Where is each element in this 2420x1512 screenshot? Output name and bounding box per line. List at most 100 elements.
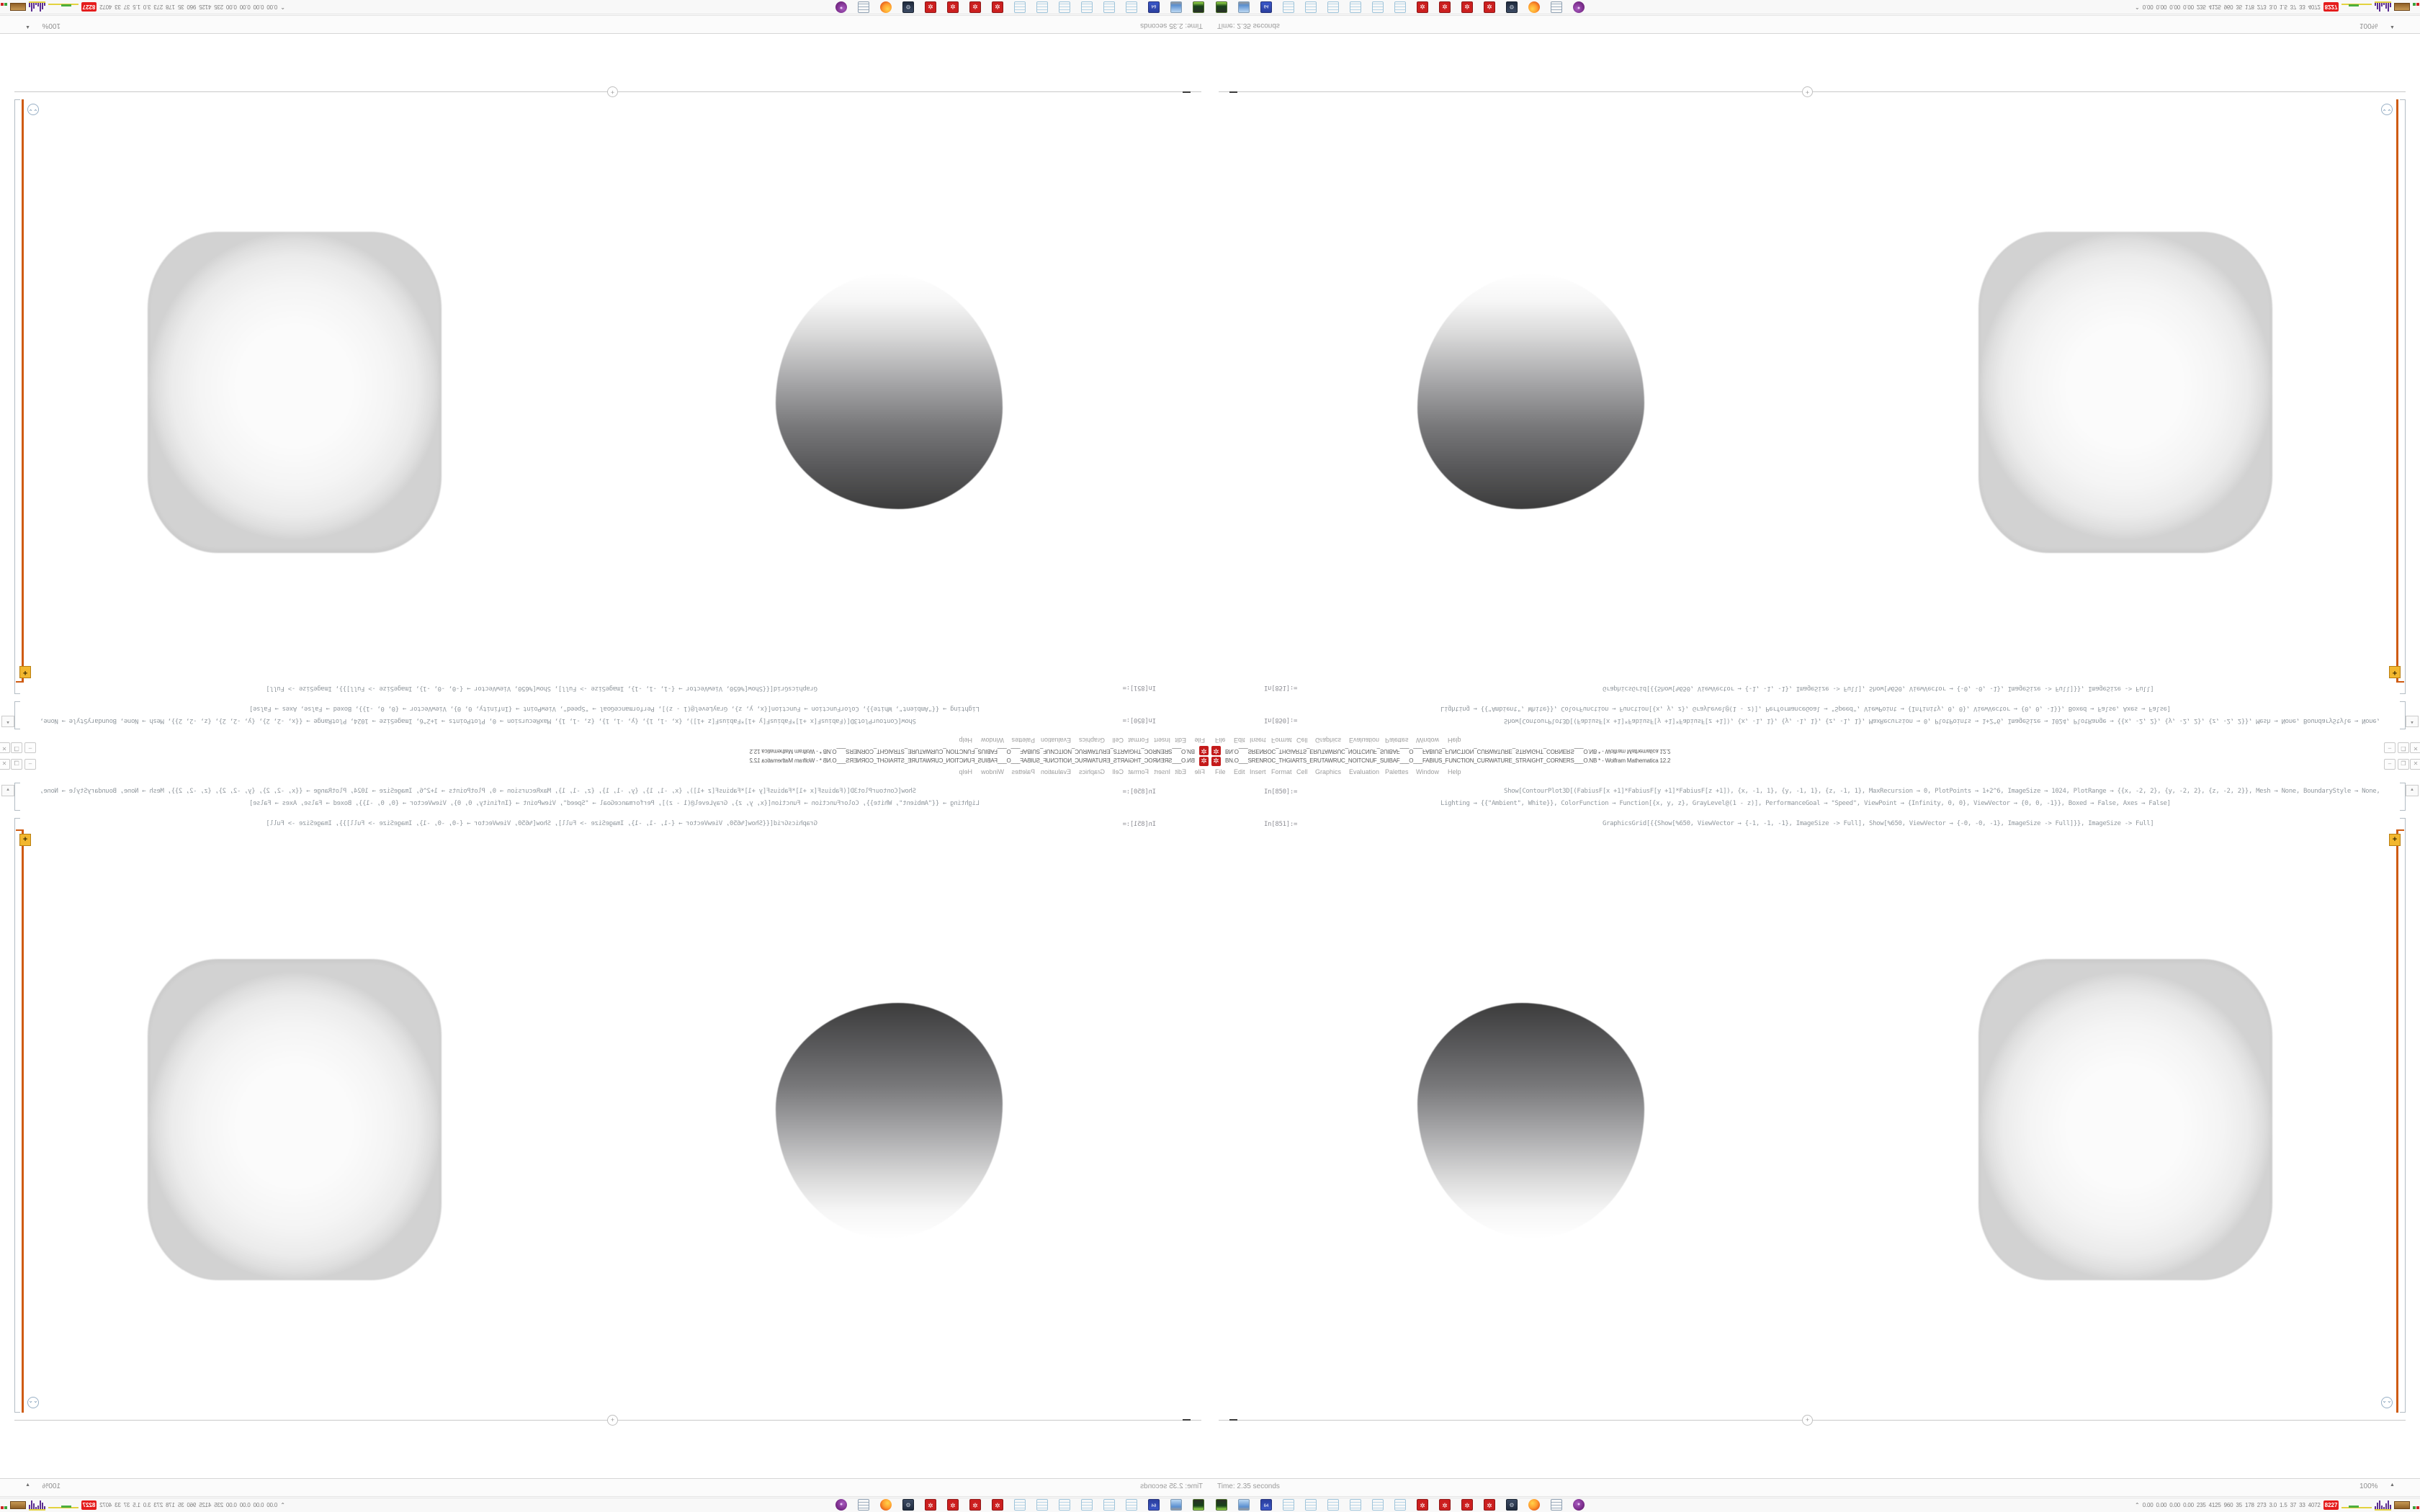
tray-cpu-graph-icon[interactable]	[28, 1499, 45, 1511]
mathematica-kernel-icon[interactable]: ✲	[1484, 1499, 1495, 1511]
tray-expander-icon[interactable]: ⌃	[280, 4, 285, 11]
restore-button[interactable]: ❐	[2398, 759, 2409, 770]
notepad-icon[interactable]	[1059, 1, 1070, 13]
notepad-icon[interactable]	[1350, 1, 1361, 13]
close-button[interactable]: ✕	[2410, 742, 2420, 753]
close-button[interactable]: ✕	[0, 742, 10, 753]
notepad-icon[interactable]	[1081, 1499, 1093, 1511]
jump-to-end-button[interactable]: ⌄⌄	[2381, 1397, 2393, 1408]
tray-network-sparkline[interactable]	[2341, 2, 2372, 12]
window-titlebar[interactable]: ✲ BN.O___SRENROC_THGIARTS_ERUTAWRUC_NOIT…	[1210, 742, 2420, 756]
package-manager-icon[interactable]	[1216, 1499, 1227, 1511]
in851-code[interactable]: GraphicsGrid[{{Show[%650, ViewVector → {…	[266, 820, 817, 827]
mathematica-kernel-icon[interactable]: ✲	[1484, 1, 1495, 13]
expand-plus-button[interactable]: +	[19, 834, 31, 846]
purple-app-icon[interactable]: ●	[1573, 1499, 1585, 1511]
notepad-icon[interactable]	[1283, 1499, 1294, 1511]
in850-code-line1[interactable]: Show[ContourPlot3D[(FabiusF[x +1]*Fabius…	[1504, 717, 2380, 724]
tray-expander-icon[interactable]: ⌃	[2135, 1501, 2140, 1508]
close-button[interactable]: ✕	[2410, 759, 2420, 770]
computer-icon[interactable]	[1170, 1, 1182, 13]
insert-cell-plus-button[interactable]: +	[1802, 1415, 1813, 1426]
floppy-disk-icon[interactable]: 64	[1148, 1, 1160, 13]
window-titlebar[interactable]: ✲ BN.O___SRENROC_THGIARTS_ERUTAWRUC_NOIT…	[0, 756, 1210, 770]
notepad-icon[interactable]	[1126, 1, 1137, 13]
window-titlebar[interactable]: ✲ BN.O___SRENROC_THGIARTS_ERUTAWRUC_NOIT…	[0, 742, 1210, 756]
notepad-icon[interactable]	[1394, 1499, 1406, 1511]
menu-window[interactable]: Window	[980, 768, 1004, 775]
restore-button[interactable]: ❐	[11, 742, 22, 753]
notepad-icon[interactable]	[1014, 1499, 1026, 1511]
notepad-icon[interactable]	[1014, 1, 1026, 13]
menu-file[interactable]: File	[1215, 737, 1226, 744]
in850-code-line2[interactable]: Lighting → {{"Ambient", White}}, ColorFu…	[249, 800, 980, 807]
notepad-icon[interactable]	[1103, 1, 1115, 13]
magnification-control[interactable]: 100%	[42, 22, 60, 30]
tray-disk-icon[interactable]	[9, 1500, 26, 1509]
in851-code[interactable]: GraphicsGrid[{{Show[%650, ViewVector → {…	[1603, 820, 2154, 827]
menu-insert[interactable]: Insert	[1250, 768, 1266, 775]
package-manager-icon[interactable]	[1193, 1499, 1204, 1511]
magnification-control[interactable]: 100%	[2360, 22, 2378, 30]
mathematica-kernel-icon[interactable]: ✲	[1417, 1499, 1428, 1511]
computer-icon[interactable]	[1238, 1, 1250, 13]
document-scroll-icon[interactable]	[858, 1499, 869, 1511]
menu-graphics[interactable]: Graphics	[1315, 737, 1342, 744]
floppy-disk-icon[interactable]: 64	[1148, 1499, 1160, 1511]
cell-group-bracket[interactable]	[2400, 99, 2406, 694]
notepad-icon[interactable]	[1305, 1, 1317, 13]
notepad-icon[interactable]	[1327, 1499, 1339, 1511]
magnification-arrow-icon[interactable]: ▲	[25, 1482, 30, 1488]
menu-palettes[interactable]: Palettes	[1011, 737, 1035, 744]
notepad-icon[interactable]	[1283, 1, 1294, 13]
document-scroll-icon[interactable]	[1551, 1, 1562, 13]
in850-code-line1[interactable]: Show[ContourPlot3D[(FabiusF[x +1]*Fabius…	[40, 717, 916, 724]
notepad-icon[interactable]	[1103, 1499, 1115, 1511]
jump-to-end-button[interactable]: ⌄⌄	[2381, 104, 2393, 115]
in850-code-line1[interactable]: Show[ContourPlot3D[(FabiusF[x +1]*Fabius…	[1504, 788, 2380, 795]
tray-disk-icon[interactable]	[2394, 1500, 2411, 1509]
minimize-button[interactable]: –	[2384, 759, 2396, 770]
menu-help[interactable]: Help	[959, 737, 972, 744]
mathematica-kernel-icon[interactable]: ✲	[947, 1, 959, 13]
floppy-disk-icon[interactable]: 64	[1260, 1499, 1272, 1511]
notepad-icon[interactable]	[1036, 1, 1048, 13]
jump-to-end-button[interactable]: ⌄⌄	[27, 104, 39, 115]
tray-alert-badge[interactable]: 8227	[2323, 2, 2339, 12]
cell-bracket-in850[interactable]	[14, 783, 20, 811]
insert-cell-plus-button[interactable]: +	[607, 86, 618, 97]
minimize-button[interactable]: –	[24, 742, 36, 753]
cell-group-bracket[interactable]	[14, 818, 20, 1413]
menu-evaluation[interactable]: Evaluation	[1349, 768, 1380, 775]
menu-file[interactable]: File	[1194, 768, 1205, 775]
magnification-arrow-icon[interactable]: ▲	[2390, 1482, 2395, 1488]
in851-code[interactable]: GraphicsGrid[{{Show[%650, ViewVector → {…	[266, 685, 817, 692]
mathematica-kernel-icon[interactable]: ✲	[925, 1499, 936, 1511]
mathematica-kernel-icon[interactable]: ✲	[947, 1499, 959, 1511]
in850-code-line2[interactable]: Lighting → {{"Ambient", White}}, ColorFu…	[1440, 800, 2171, 807]
cell-group-bracket[interactable]	[14, 99, 20, 694]
menu-evaluation[interactable]: Evaluation	[1040, 737, 1071, 744]
evaluating-cell-bracket[interactable]	[22, 829, 24, 1413]
mathematica-kernel-icon[interactable]: ✲	[992, 1499, 1003, 1511]
notepad-icon[interactable]	[1350, 1499, 1361, 1511]
notepad-icon[interactable]	[1036, 1499, 1048, 1511]
document-scroll-icon[interactable]	[858, 1, 869, 13]
restore-button[interactable]: ❐	[2398, 742, 2409, 753]
cell-bracket-in850[interactable]	[14, 701, 20, 729]
menu-cell[interactable]: Cell	[1296, 768, 1308, 775]
menu-edit[interactable]: Edit	[1234, 737, 1245, 744]
system-monitor-icon[interactable]: ⚙	[902, 1499, 914, 1511]
tray-cpu-graph-icon[interactable]	[28, 1, 45, 13]
expand-plus-button[interactable]: +	[19, 666, 31, 678]
menu-palettes[interactable]: Palettes	[1385, 737, 1409, 744]
jump-to-end-button[interactable]: ⌄⌄	[27, 1397, 39, 1408]
in850-code-line2[interactable]: Lighting → {{"Ambient", White}}, ColorFu…	[249, 705, 980, 712]
scrollbar-up-button[interactable]: ▲	[1, 716, 14, 727]
system-monitor-icon[interactable]: ⚙	[1506, 1499, 1518, 1511]
purple-app-icon[interactable]: ●	[835, 1, 847, 13]
menu-format[interactable]: Format	[1271, 737, 1292, 744]
firefox-icon[interactable]	[1528, 1499, 1540, 1511]
menu-help[interactable]: Help	[959, 768, 972, 775]
notepad-icon[interactable]	[1081, 1, 1093, 13]
